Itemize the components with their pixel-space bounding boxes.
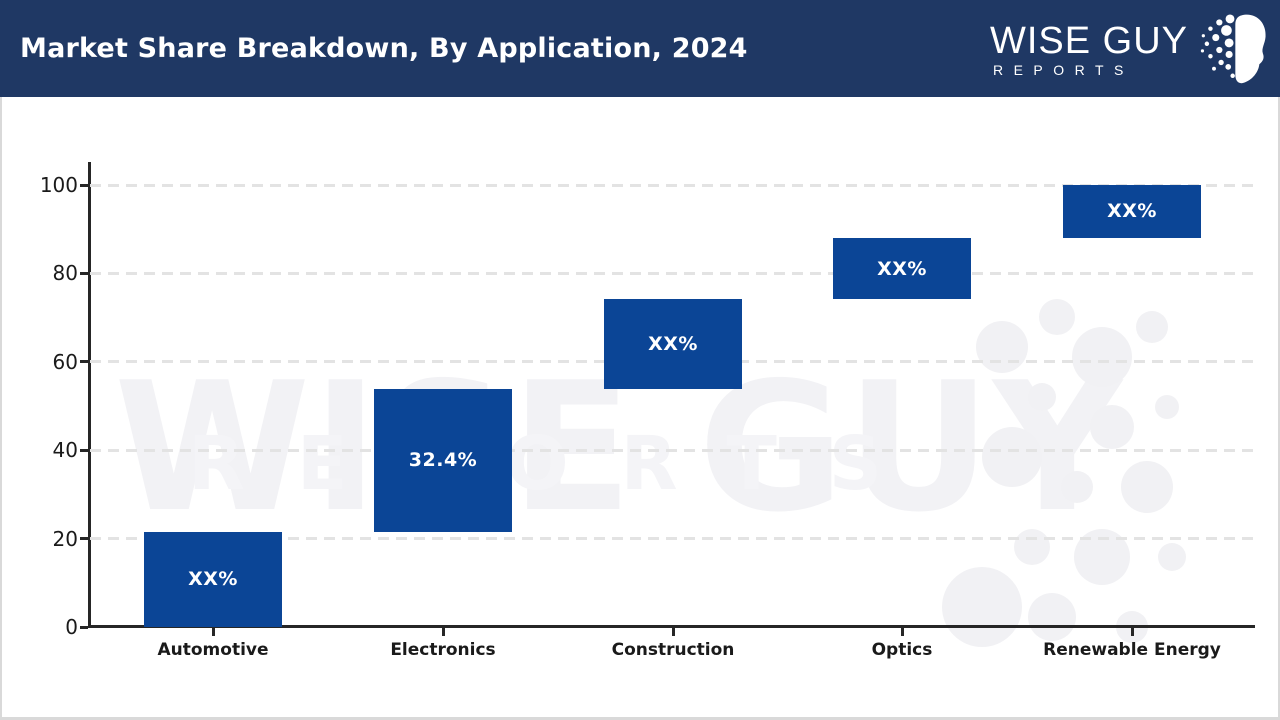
y-tick-label: 40 [52,438,78,463]
brand-reports-text: REPORTS [992,62,1134,79]
bar-automotive: XX% [144,531,282,627]
y-tick-mark [80,448,88,452]
page-title: Market Share Breakdown, By Application, … [20,33,748,64]
x-tick-mark [1130,628,1134,636]
gridline-y-20 [90,537,1255,541]
y-tick-label: 100 [39,173,78,197]
bar-construction: XX% [604,299,742,389]
x-tick-mark [441,628,445,636]
x-category-label: Electronics [390,640,496,660]
gridline-y-80 [90,271,1255,275]
y-tick-mark [80,537,88,541]
y-tick-label: 20 [52,526,78,551]
bar-value-label: XX% [1107,200,1157,223]
bar-value-label: XX% [188,568,238,591]
gridline-y-100 [90,183,1255,187]
x-category-label: Automotive [157,640,269,660]
y-tick-label: 60 [52,349,78,374]
y-tick-mark [80,625,88,629]
y-tick-label: 80 [52,261,78,286]
x-category-label: Optics [871,640,933,660]
wiseguy-head-icon [1200,14,1266,84]
brand-logo-text: WISE GUY REPORTS [989,19,1188,79]
bar-value-label: 32.4% [408,449,478,472]
y-tick-mark [80,360,88,364]
bar-renewable-energy: XX% [1063,185,1201,238]
x-tick-mark [671,628,675,636]
gridline-y-40 [90,448,1255,452]
header-bar: Market Share Breakdown, By Application, … [0,0,1280,97]
bar-value-label: XX% [648,333,698,356]
y-tick-label: 0 [65,615,78,639]
y-tick-mark [80,183,88,187]
bar-electronics: 32.4% [374,388,512,532]
x-category-label: Renewable Energy [1043,640,1221,660]
x-tick-mark [900,628,904,636]
brand-logo: WISE GUY REPORTS [990,6,1270,94]
y-axis-line [88,162,91,628]
watermark-reports-text: REPORTS [188,421,935,507]
x-tick-mark [211,628,215,636]
brand-name-text: WISE GUY [989,19,1188,62]
x-category-label: Construction [611,640,735,660]
x-axis-line [88,625,1255,628]
y-tick-mark [80,271,88,275]
bar-value-label: XX% [877,257,927,280]
bar-optics: XX% [833,237,971,300]
